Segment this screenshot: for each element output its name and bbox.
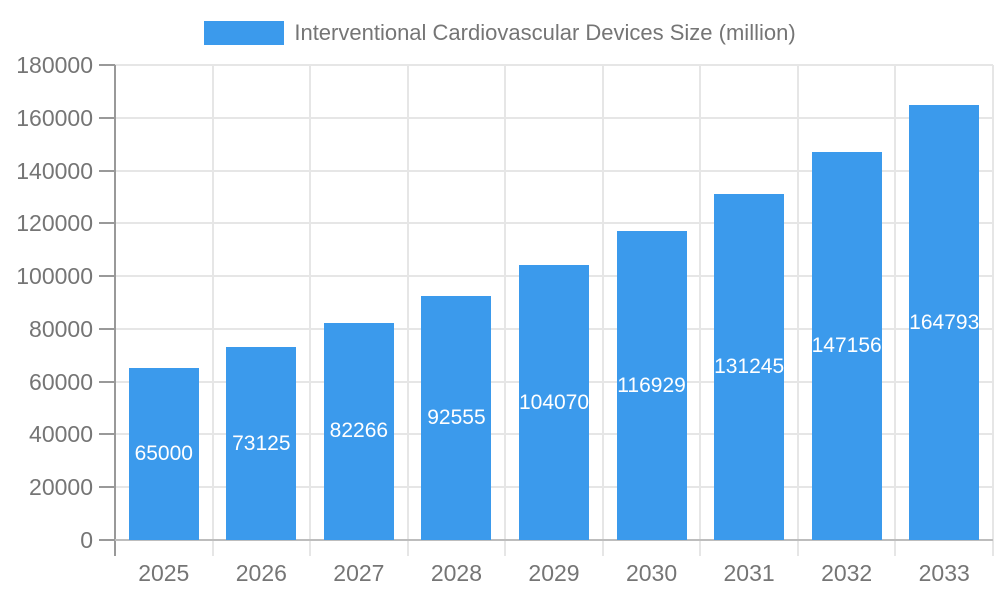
bar-value-label: 164793 (909, 310, 980, 334)
y-tick-label: 0 (80, 527, 93, 553)
plot-area: 0 20000 40000 60000 80000 100000 120000 140000 1… (16, 52, 994, 586)
x-gridline (699, 65, 702, 556)
y-axis-tick (99, 327, 115, 330)
y-axis-tick (99, 486, 115, 489)
x-gridline (504, 65, 507, 556)
y-gridline (115, 64, 993, 66)
y-tick-label: 80000 (29, 315, 93, 342)
y-gridline (115, 222, 993, 225)
y-axis-tick (99, 433, 115, 436)
y-tick-label: 100000 (16, 263, 93, 290)
bar[interactable] (714, 193, 785, 540)
bar[interactable] (811, 151, 882, 540)
y-gridline (115, 116, 993, 119)
legend-swatch-icon (204, 21, 285, 45)
x-axis-line (115, 539, 993, 541)
x-gridline (601, 65, 604, 556)
y-axis-tick (99, 116, 115, 119)
y-tick-label: 180000 (16, 52, 93, 78)
bar-value-label: 82266 (329, 419, 389, 443)
bar[interactable] (421, 295, 492, 540)
bar-value-label: 104070 (518, 390, 590, 414)
x-tick-label: 2027 (333, 560, 385, 586)
bar-value-label: 73125 (232, 431, 291, 455)
x-tick-label: 2025 (138, 560, 190, 586)
x-gridline (211, 65, 214, 556)
y-axis-tick (99, 539, 115, 541)
x-tick-label: 2033 (918, 560, 970, 586)
y-tick-label: 120000 (16, 210, 93, 237)
y-tick-label: 40000 (29, 421, 93, 448)
bar[interactable] (616, 231, 687, 540)
x-gridline (796, 65, 799, 556)
bar[interactable] (909, 105, 980, 540)
bar-value-label: 116929 (617, 373, 686, 397)
bar-value-label: 147156 (811, 333, 882, 357)
x-tick-label: 2026 (235, 560, 287, 586)
y-axis-tick (99, 380, 115, 383)
legend-label: Interventional Cardiovascular Devices Si… (294, 20, 796, 45)
x-tick-label: 2032 (821, 560, 873, 586)
x-gridline (309, 65, 312, 556)
bar[interactable] (519, 265, 589, 540)
y-axis-tick (99, 64, 115, 66)
y-tick-label: 60000 (29, 368, 93, 395)
bar[interactable] (128, 368, 199, 540)
y-gridline (115, 169, 993, 172)
x-tick-label: 2031 (723, 560, 775, 586)
x-gridline (992, 65, 994, 556)
legend-item[interactable]: Interventional Cardiovascular Devices Si… (0, 20, 1000, 46)
y-axis-tick (99, 275, 115, 278)
x-tick-label: 2030 (625, 560, 678, 586)
bar[interactable] (226, 347, 297, 540)
y-tick-label: 140000 (16, 157, 93, 184)
y-tick-label: 160000 (16, 104, 93, 131)
x-gridline (406, 65, 409, 556)
y-axis-line (114, 65, 116, 556)
y-tick-label: 20000 (29, 474, 93, 501)
x-tick-label: 2028 (430, 560, 483, 586)
bar[interactable] (323, 322, 394, 540)
bar-value-label: 92555 (427, 405, 486, 429)
bar-value-label: 131245 (714, 354, 785, 378)
x-tick-label: 2029 (528, 560, 580, 586)
bar-value-label: 65000 (134, 442, 193, 466)
y-axis-tick (99, 222, 115, 225)
x-gridline (894, 65, 897, 556)
y-axis-tick (99, 169, 115, 172)
